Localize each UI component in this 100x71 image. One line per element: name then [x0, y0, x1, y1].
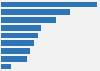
Bar	[1, 64, 11, 69]
Bar	[1, 9, 70, 15]
Bar	[1, 56, 27, 62]
Bar	[1, 17, 56, 23]
Bar	[1, 2, 97, 7]
Bar	[1, 25, 41, 31]
Bar	[1, 33, 38, 38]
Bar	[1, 40, 34, 46]
Bar	[1, 48, 30, 54]
